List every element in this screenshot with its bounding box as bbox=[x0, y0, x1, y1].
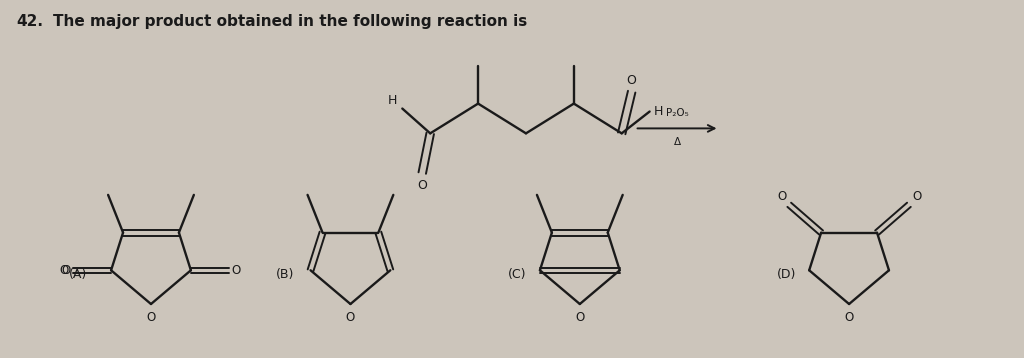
Text: O: O bbox=[59, 264, 69, 277]
Text: (A): (A) bbox=[70, 268, 87, 281]
Text: O: O bbox=[912, 190, 922, 203]
Text: O: O bbox=[61, 264, 71, 277]
Text: O: O bbox=[627, 74, 637, 87]
Text: O: O bbox=[146, 311, 156, 324]
Text: O: O bbox=[575, 311, 585, 324]
Text: Δ: Δ bbox=[674, 137, 681, 147]
Text: H: H bbox=[388, 93, 397, 107]
Text: The major product obtained in the following reaction is: The major product obtained in the follow… bbox=[53, 14, 527, 29]
Text: (C): (C) bbox=[508, 268, 526, 281]
Text: P₂O₅: P₂O₅ bbox=[666, 108, 688, 118]
Text: H: H bbox=[653, 105, 663, 118]
Text: 42.: 42. bbox=[16, 14, 43, 29]
Text: O: O bbox=[346, 311, 355, 324]
Text: O: O bbox=[418, 179, 427, 192]
Text: O: O bbox=[845, 311, 854, 324]
Text: (D): (D) bbox=[777, 268, 797, 281]
Text: (B): (B) bbox=[275, 268, 294, 281]
Text: O: O bbox=[777, 190, 786, 203]
Text: O: O bbox=[231, 264, 241, 277]
